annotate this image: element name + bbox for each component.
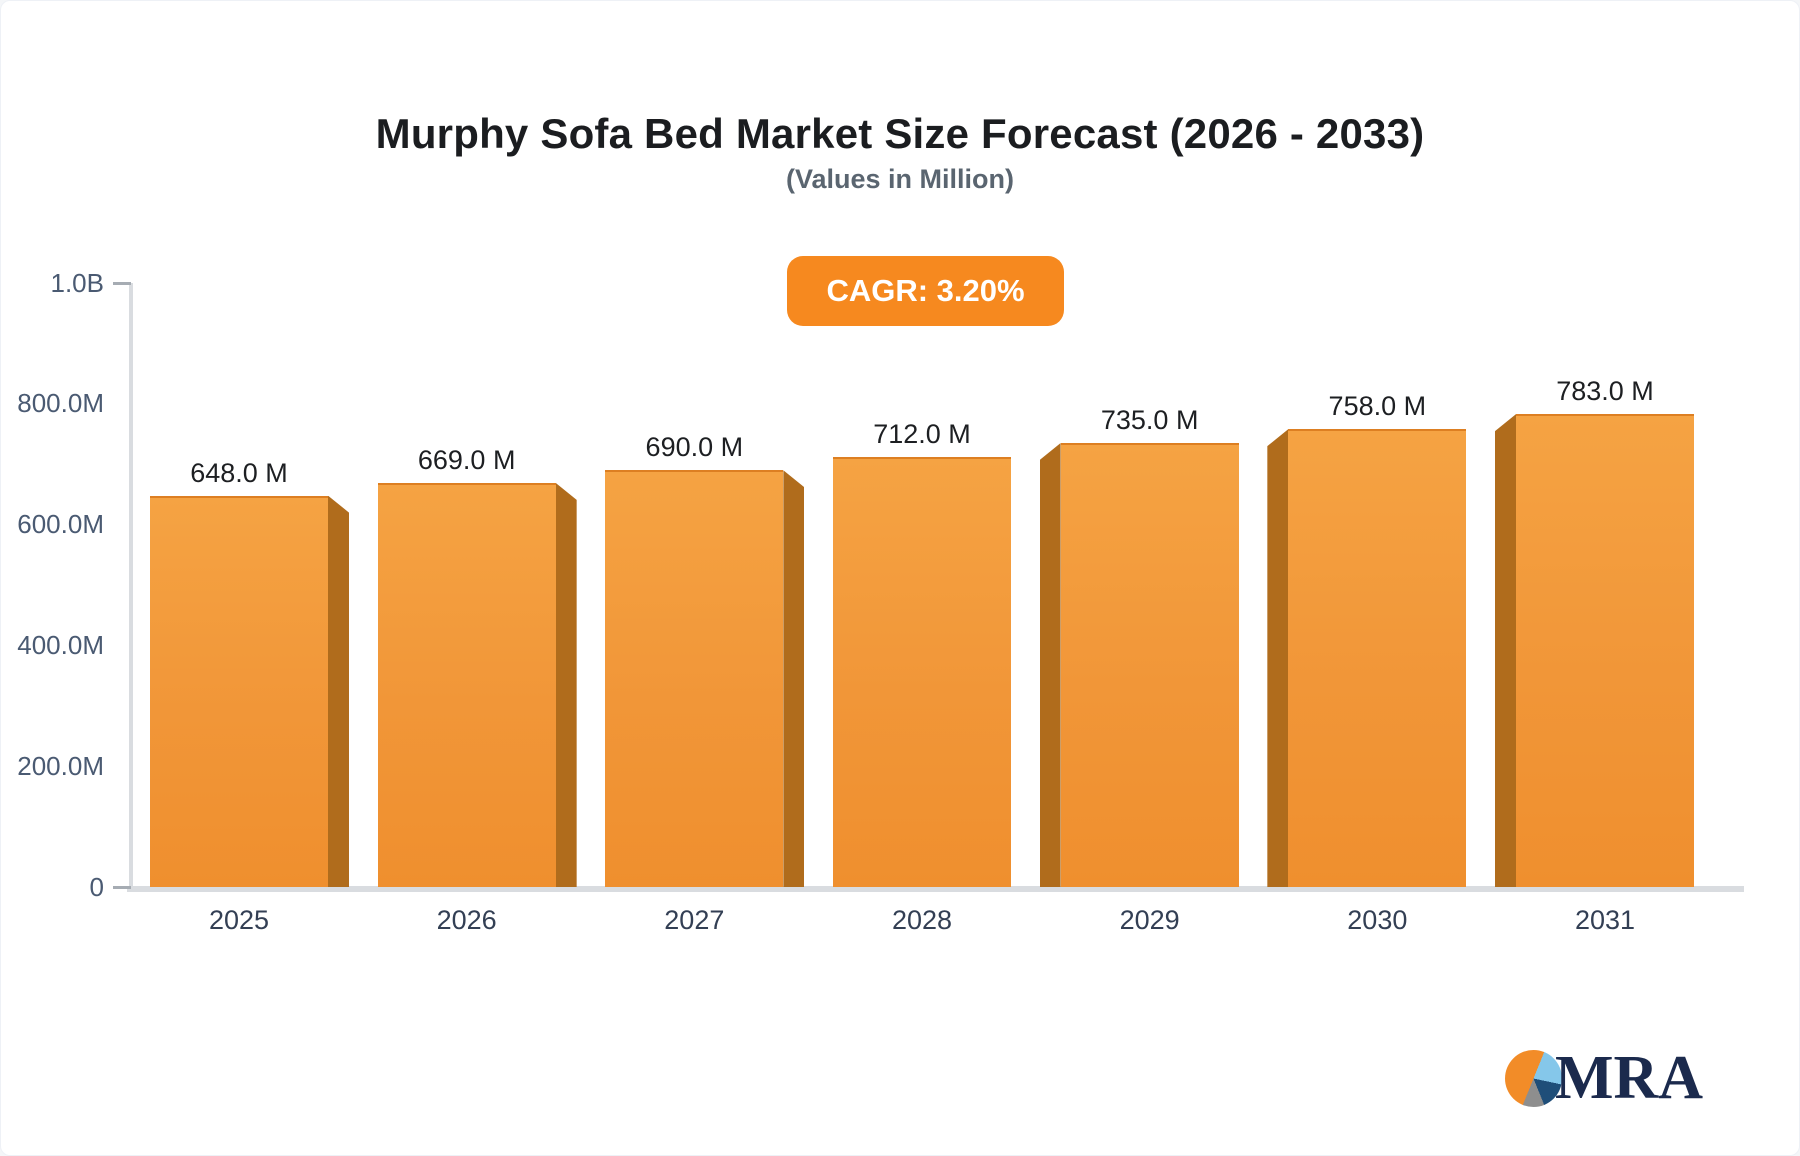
bar-column-2029[interactable]: 735.0 M 2029 — [1039, 407, 1239, 935]
bar-3d-side-face — [328, 495, 349, 887]
x-axis-category-label: 2028 — [891, 904, 953, 935]
bar-value-label: 783.0 M — [1556, 376, 1654, 407]
bar-column-2025[interactable]: 648.0 M 2025 — [150, 459, 349, 935]
y-axis-tick: 1.0B — [1, 268, 131, 298]
bar-3d-side-face — [1039, 443, 1061, 887]
bar-3d-side-face — [783, 470, 805, 887]
bar-value-label: 648.0 M — [190, 457, 288, 488]
bar-front-face — [605, 470, 784, 887]
y-axis-tick-mark — [113, 281, 131, 285]
brand-logo: MRA — [1505, 1043, 1703, 1113]
bar-front-face — [377, 482, 556, 887]
y-axis-tick-label: 400.0M — [17, 629, 104, 660]
bar-value-label: 735.0 M — [1100, 405, 1199, 436]
cagr-badge: CAGR: 3.20% — [787, 256, 1064, 326]
y-axis-tick-mark — [113, 885, 131, 889]
y-axis-line — [129, 283, 133, 887]
bar-front-face — [1516, 414, 1694, 887]
bar-front-face — [150, 495, 328, 887]
bar-value-label: 712.0 M — [873, 418, 971, 449]
chart-subtitle: (Values in Million) — [785, 164, 1015, 194]
bar-column-2028[interactable]: 712.0 M 2028 — [833, 420, 1011, 935]
x-axis-category-label: 2031 — [1574, 904, 1636, 935]
y-axis-tick: 800.0M — [1, 388, 131, 419]
bar-3d-side-face — [1267, 429, 1289, 887]
y-axis-tick: 600.0M — [1, 509, 131, 540]
bar-front-face — [1288, 429, 1467, 887]
bar-3d-side-face — [555, 482, 577, 887]
y-axis-tick: 400.0M — [1, 630, 131, 660]
y-axis-tick-label: 600.0M — [17, 509, 104, 540]
y-axis-tick-label: 1.0B — [50, 267, 105, 298]
x-axis-baseline — [127, 886, 1744, 892]
x-axis-category-label: 2027 — [664, 904, 725, 935]
bar-front-face — [833, 456, 1011, 887]
x-axis-category-label: 2025 — [208, 904, 270, 935]
y-axis-tick: 200.0M — [1, 751, 131, 781]
bar-column-2027[interactable]: 690.0 M 2027 — [605, 434, 805, 935]
brand-name: MRA — [1555, 1044, 1704, 1112]
y-axis-tick-label: 800.0M — [17, 388, 104, 419]
bar-value-label: 669.0 M — [417, 444, 516, 475]
bar-column-2030[interactable]: 758.0 M 2030 — [1267, 393, 1467, 935]
bar-value-label: 758.0 M — [1328, 391, 1427, 422]
bar-column-2031[interactable]: 783.0 M 2031 — [1495, 378, 1694, 935]
x-axis-category-label: 2029 — [1119, 904, 1180, 935]
bar-column-2026[interactable]: 669.0 M 2026 — [377, 446, 577, 935]
pie-chart-logo-icon — [1505, 1049, 1562, 1107]
bar-value-label: 690.0 M — [645, 432, 744, 463]
x-axis-category-label: 2030 — [1347, 904, 1408, 935]
y-axis-tick-label: 0 — [89, 871, 104, 902]
chart-title: Murphy Sofa Bed Market Size Forecast (20… — [375, 110, 1425, 157]
bar-front-face — [1060, 443, 1239, 887]
x-axis-category-label: 2026 — [436, 904, 497, 935]
y-axis-tick-label: 200.0M — [17, 750, 104, 781]
bar-3d-side-face — [1495, 414, 1516, 887]
y-axis-tick: 0 — [1, 872, 131, 902]
